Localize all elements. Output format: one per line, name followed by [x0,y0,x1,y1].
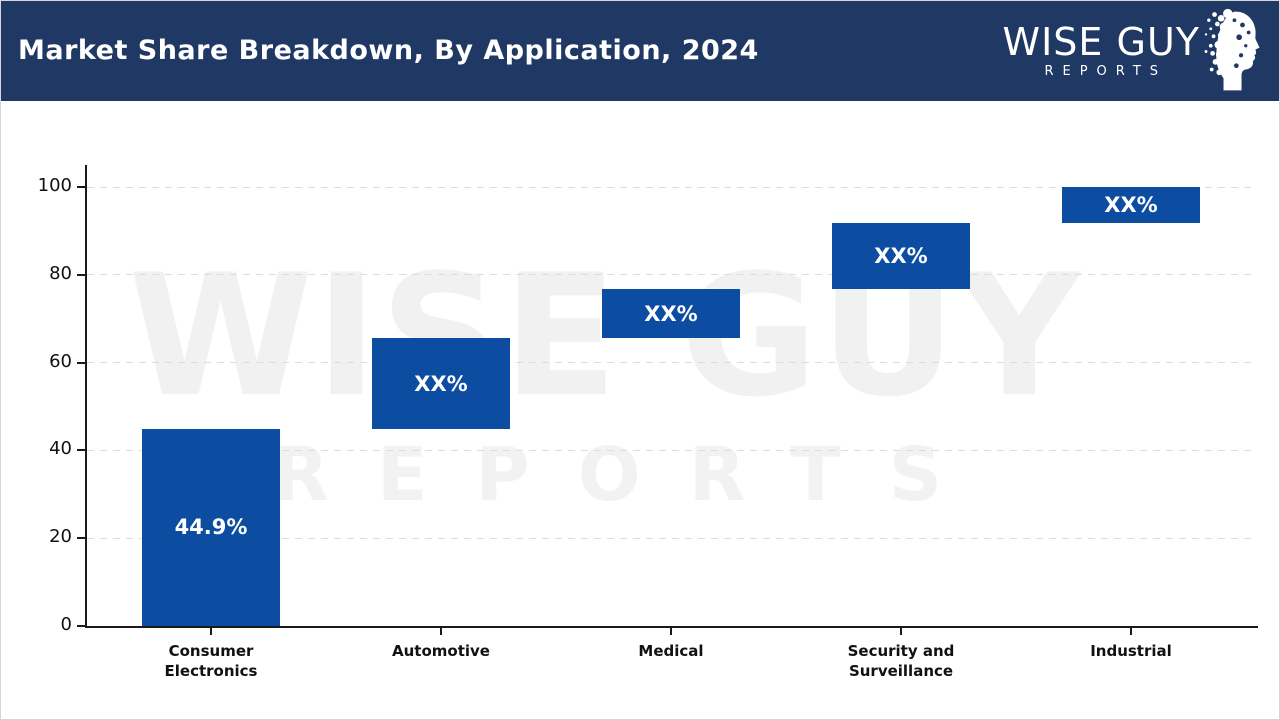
logo-subtext: REPORTS [1044,64,1168,79]
y-tick-label: 0 [60,614,72,635]
x-tick-label: Security and Surveillance [847,642,955,680]
bar-security-and-surveillance: XX% [832,222,970,289]
bar-value-label: 44.9% [174,515,248,540]
x-tick-label: Automotive [392,642,490,660]
y-tick-label: 80 [49,262,72,284]
y-tick-label: 60 [49,350,72,372]
header-bar: Market Share Breakdown, By Application, … [0,0,1280,101]
y-tick-label: 100 [37,175,72,196]
wiseguy-logo: WISE GUY REPORTS [1003,0,1270,101]
y-axis-tick [77,273,85,276]
bar-value-label: XX% [1104,192,1158,217]
x-tick-label: Medical [638,642,704,660]
x-axis-spine [85,626,1258,628]
gridline [87,362,1256,364]
logo-wordmark: WISE GUY REPORTS [1003,22,1200,79]
gridline [87,449,1256,451]
bar-medical: XX% [602,288,740,339]
bar-value-label: XX% [644,301,698,326]
x-axis-tick [210,628,212,635]
gridline [87,186,1256,188]
x-axis-tick [1130,628,1132,635]
x-tick-label: Consumer Electronics [164,642,258,680]
logo-head-icon [1204,8,1260,90]
y-axis-tick [77,449,85,452]
y-axis-spine [85,165,87,627]
gridline [87,274,1256,276]
bar-automotive: XX% [372,338,510,429]
bar-value-label: XX% [414,371,468,396]
y-axis-tick [77,361,85,364]
page-title: Market Share Breakdown, By Application, … [18,35,759,66]
y-axis-tick [77,537,85,540]
bar-industrial: XX% [1062,187,1200,223]
y-tick-label: 20 [49,526,72,548]
logo-wordmark-text: WISE GUY [1002,20,1200,64]
y-tick-label: 40 [49,438,72,460]
x-axis-tick [900,628,902,635]
x-tick-label: Industrial [1090,642,1172,660]
x-axis-tick [670,628,672,635]
gridline [87,537,1256,539]
bar-consumer-electronics: 44.9% [142,428,280,626]
y-axis-tick [77,186,85,188]
x-axis-tick [440,628,442,635]
y-axis-tick [77,625,85,627]
bar-value-label: XX% [874,243,928,268]
